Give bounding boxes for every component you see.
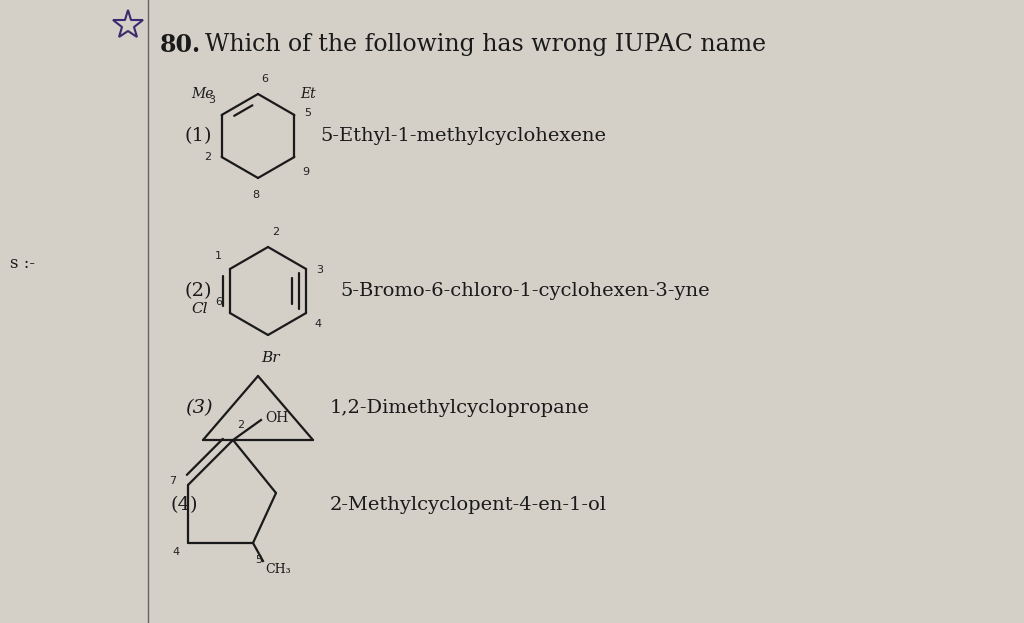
Text: 5: 5 bbox=[304, 108, 311, 118]
Text: 7: 7 bbox=[169, 476, 176, 486]
Text: (2): (2) bbox=[185, 282, 213, 300]
Text: Et: Et bbox=[300, 87, 316, 101]
Text: (4): (4) bbox=[170, 496, 198, 514]
Text: 5-Bromo-6-chloro-1-cyclohexen-3-yne: 5-Bromo-6-chloro-1-cyclohexen-3-yne bbox=[340, 282, 710, 300]
Text: 1,2-Dimethylcyclopropane: 1,2-Dimethylcyclopropane bbox=[330, 399, 590, 417]
Text: 5-Ethyl-1-methylcyclohexene: 5-Ethyl-1-methylcyclohexene bbox=[319, 127, 606, 145]
Text: Cl: Cl bbox=[191, 302, 208, 316]
Text: (1): (1) bbox=[185, 127, 213, 145]
Text: OH: OH bbox=[265, 411, 288, 425]
Text: 2: 2 bbox=[205, 152, 212, 162]
Text: 2: 2 bbox=[272, 227, 280, 237]
Text: 5: 5 bbox=[255, 555, 262, 565]
Text: 4: 4 bbox=[314, 319, 322, 329]
Text: 2: 2 bbox=[237, 420, 244, 430]
Text: 2-Methylcyclopent-4-en-1-ol: 2-Methylcyclopent-4-en-1-ol bbox=[330, 496, 607, 514]
Text: 80.: 80. bbox=[160, 33, 201, 57]
Text: 4: 4 bbox=[173, 547, 180, 557]
Text: 1: 1 bbox=[215, 251, 222, 261]
Text: 3: 3 bbox=[209, 95, 216, 105]
Text: 9: 9 bbox=[302, 167, 309, 177]
Text: (3): (3) bbox=[185, 399, 213, 417]
Text: 8: 8 bbox=[253, 190, 259, 200]
Text: CH₃: CH₃ bbox=[265, 563, 291, 576]
Text: Me: Me bbox=[191, 87, 214, 101]
Text: 3: 3 bbox=[316, 265, 324, 275]
Text: Br: Br bbox=[261, 351, 280, 365]
Text: 6: 6 bbox=[261, 74, 268, 84]
Text: s :-: s :- bbox=[10, 255, 35, 272]
Text: 6: 6 bbox=[215, 297, 222, 307]
Text: Which of the following has wrong IUPAC name: Which of the following has wrong IUPAC n… bbox=[205, 33, 766, 56]
